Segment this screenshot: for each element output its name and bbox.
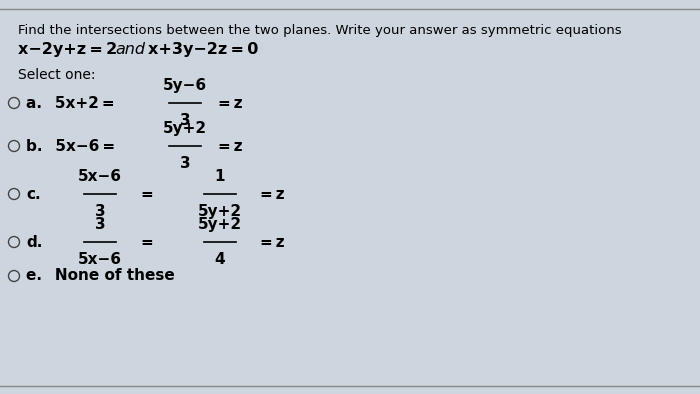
Text: Select one:: Select one: bbox=[18, 68, 95, 82]
Text: 5y−6: 5y−6 bbox=[163, 78, 207, 93]
Text: = z: = z bbox=[218, 95, 243, 110]
Text: d.: d. bbox=[26, 234, 43, 249]
Text: 1: 1 bbox=[215, 169, 225, 184]
Text: 3: 3 bbox=[180, 113, 190, 128]
Text: =: = bbox=[140, 234, 153, 249]
Text: e.  None of these: e. None of these bbox=[26, 268, 175, 284]
Text: = z: = z bbox=[260, 234, 285, 249]
Text: x+3y−2z = 0: x+3y−2z = 0 bbox=[148, 42, 258, 57]
Text: 4: 4 bbox=[215, 252, 225, 267]
Text: 5y+2: 5y+2 bbox=[163, 121, 207, 136]
Text: c.: c. bbox=[26, 186, 41, 201]
Text: = z: = z bbox=[260, 186, 285, 201]
Text: 3: 3 bbox=[180, 156, 190, 171]
Text: b.  5x−6 =: b. 5x−6 = bbox=[26, 139, 115, 154]
Text: 5x−6: 5x−6 bbox=[78, 252, 122, 267]
Text: 5y+2: 5y+2 bbox=[198, 204, 242, 219]
Text: and: and bbox=[115, 42, 145, 57]
Text: Find the intersections between the two planes. Write your answer as symmetric eq: Find the intersections between the two p… bbox=[18, 24, 622, 37]
Text: =: = bbox=[140, 186, 153, 201]
Text: = z: = z bbox=[218, 139, 243, 154]
Text: a.  5x+2 =: a. 5x+2 = bbox=[26, 95, 115, 110]
Text: 3: 3 bbox=[94, 204, 105, 219]
Text: 5y+2: 5y+2 bbox=[198, 217, 242, 232]
Text: x−2y+z = 2: x−2y+z = 2 bbox=[18, 42, 118, 57]
Text: 5x−6: 5x−6 bbox=[78, 169, 122, 184]
Text: 3: 3 bbox=[94, 217, 105, 232]
